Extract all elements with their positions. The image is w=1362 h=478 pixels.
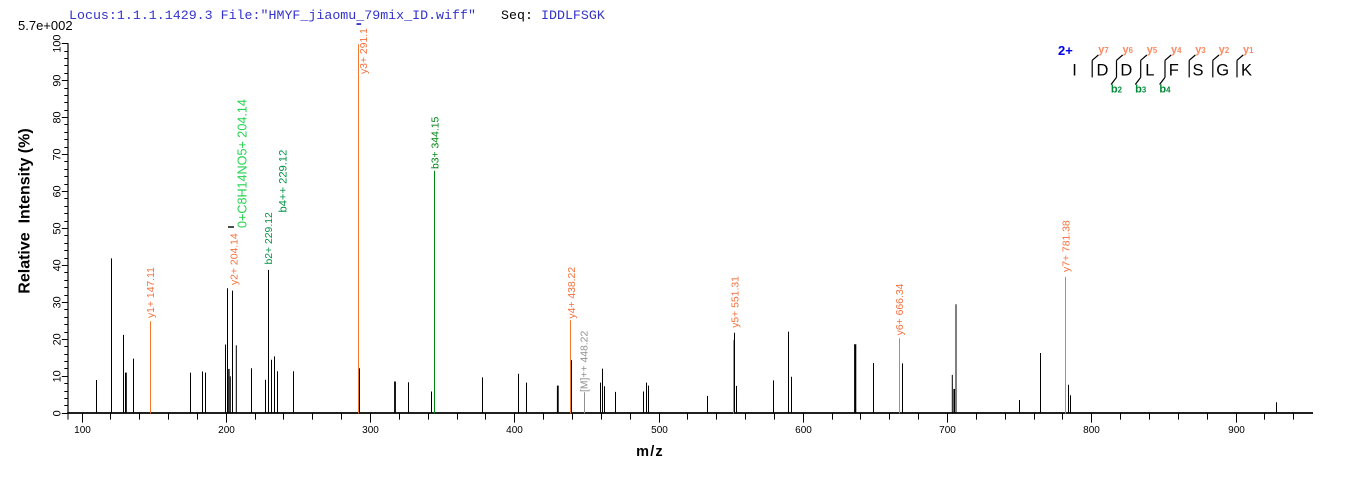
svg-text:100: 100 bbox=[51, 35, 63, 53]
svg-text:2+: 2+ bbox=[1058, 43, 1073, 58]
svg-text:L: L bbox=[1145, 62, 1154, 80]
svg-text:y7: y7 bbox=[1098, 44, 1108, 56]
svg-text:D: D bbox=[1096, 62, 1108, 80]
svg-text:b2: b2 bbox=[1111, 83, 1123, 95]
svg-text:300: 300 bbox=[362, 425, 379, 436]
svg-text:800: 800 bbox=[1083, 425, 1100, 436]
svg-text:20: 20 bbox=[51, 333, 63, 345]
svg-text:50: 50 bbox=[51, 222, 63, 234]
svg-text:Seq:: Seq: bbox=[501, 8, 533, 23]
svg-text:I: I bbox=[1072, 62, 1077, 80]
svg-text:70: 70 bbox=[51, 148, 63, 160]
svg-text:S: S bbox=[1192, 62, 1203, 80]
svg-text:b3+ 344.15: b3+ 344.15 bbox=[430, 116, 441, 169]
svg-text:80: 80 bbox=[51, 111, 63, 123]
svg-text:D: D bbox=[1120, 62, 1132, 80]
svg-text:0+C8H14NO5+ 204.14: 0+C8H14NO5+ 204.14 bbox=[236, 99, 250, 228]
svg-text:y1: y1 bbox=[1243, 44, 1254, 56]
svg-text:10: 10 bbox=[51, 370, 63, 382]
svg-text:600: 600 bbox=[795, 425, 812, 436]
svg-text:700: 700 bbox=[939, 425, 956, 436]
svg-text:100: 100 bbox=[74, 425, 91, 436]
svg-text:60: 60 bbox=[51, 185, 63, 197]
svg-text:b4: b4 bbox=[1159, 83, 1171, 95]
svg-text:y5: y5 bbox=[1147, 44, 1158, 56]
svg-text:G: G bbox=[1216, 62, 1229, 80]
svg-text:5.7e+002: 5.7e+002 bbox=[18, 18, 73, 33]
svg-text:y6+ 666.34: y6+ 666.34 bbox=[895, 283, 906, 335]
svg-text:[M]++ 448.22: [M]++ 448.22 bbox=[579, 331, 590, 392]
svg-text:500: 500 bbox=[651, 425, 668, 436]
svg-text:y2: y2 bbox=[1219, 44, 1230, 56]
svg-text:K: K bbox=[1241, 62, 1252, 80]
svg-text:400: 400 bbox=[506, 425, 523, 436]
svg-text:y5+ 551.31: y5+ 551.31 bbox=[730, 276, 741, 328]
svg-text:y4+ 438.22: y4+ 438.22 bbox=[567, 267, 578, 319]
svg-text:y3+ 291.1: y3+ 291.1 bbox=[359, 28, 370, 74]
svg-text:90: 90 bbox=[51, 75, 63, 87]
svg-text:y6: y6 bbox=[1123, 44, 1134, 56]
svg-text:Locus:1.1.1.1429.3 File:"HMYF_: Locus:1.1.1.1429.3 File:"HMYF_jiaomu_79m… bbox=[69, 8, 476, 23]
svg-text:m/z: m/z bbox=[636, 444, 664, 460]
svg-text:30: 30 bbox=[51, 296, 63, 308]
svg-text:y2+ 204.14: y2+ 204.14 bbox=[229, 233, 240, 285]
svg-text:IDDLFSGK: IDDLFSGK bbox=[541, 8, 605, 23]
svg-text:900: 900 bbox=[1228, 425, 1245, 436]
svg-text:b4++ 229.12: b4++ 229.12 bbox=[278, 150, 290, 213]
svg-text:Relative Intensity (%): Relative Intensity (%) bbox=[17, 128, 34, 293]
svg-text:y7+ 781.38: y7+ 781.38 bbox=[1062, 220, 1073, 272]
svg-text:y1+ 147.11: y1+ 147.11 bbox=[146, 267, 157, 318]
svg-text:y4: y4 bbox=[1171, 44, 1182, 56]
svg-text:y3: y3 bbox=[1195, 44, 1206, 56]
svg-text:40: 40 bbox=[51, 259, 63, 271]
svg-text:b3: b3 bbox=[1135, 83, 1147, 95]
svg-text:F: F bbox=[1169, 62, 1179, 80]
svg-text:b2+ 229.12: b2+ 229.12 bbox=[264, 212, 275, 265]
svg-text:0: 0 bbox=[51, 410, 63, 416]
svg-text:200: 200 bbox=[218, 425, 235, 436]
